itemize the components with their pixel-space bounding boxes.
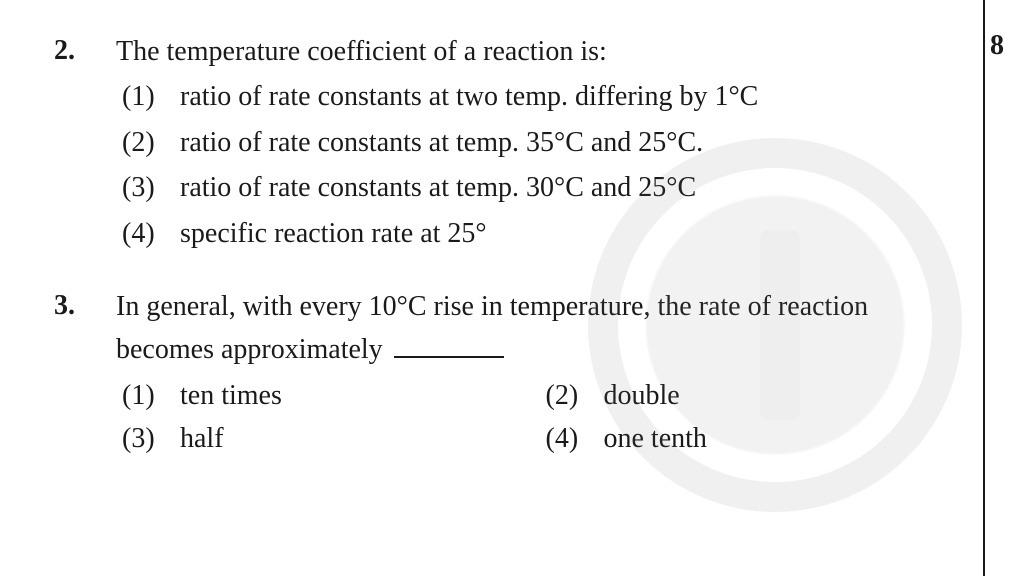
option-row: (2) double — [540, 374, 964, 417]
option-number: (1) — [116, 75, 180, 118]
question-number: 3. — [54, 285, 116, 327]
option-text: ratio of rate constants at temp. 30°C an… — [180, 166, 963, 209]
option-number: (4) — [540, 417, 604, 460]
option-number: (2) — [116, 121, 180, 164]
question-block: 2. The temperature coefficient of a reac… — [54, 30, 963, 255]
document-page: 2. The temperature coefficient of a reac… — [0, 0, 985, 576]
margin-number: 8 — [990, 30, 1024, 62]
question-stem-text: In general, with every 10°C rise in temp… — [116, 291, 868, 365]
option-text: ten times — [180, 374, 540, 417]
option-text: half — [180, 417, 540, 460]
option-row: (4) one tenth — [540, 417, 964, 460]
option-row: (1) ten times — [116, 374, 540, 417]
options-list: (1) ten times (2) double (3) half (4) — [116, 374, 963, 461]
question-number: 2. — [54, 30, 116, 72]
option-number: (2) — [540, 374, 604, 417]
options-list: (1) ratio of rate constants at two temp.… — [116, 75, 963, 255]
options-row-pair: (1) ten times (2) double — [116, 374, 963, 417]
option-text: specific reaction rate at 25° — [180, 212, 963, 255]
option-row: (2) ratio of rate constants at temp. 35°… — [116, 121, 963, 164]
option-row: (3) half — [116, 417, 540, 460]
question-block: 3. In general, with every 10°C rise in t… — [54, 285, 963, 461]
fill-blank — [394, 356, 504, 358]
option-number: (1) — [116, 374, 180, 417]
question-stem: The temperature coefficient of a reactio… — [116, 30, 963, 73]
question-stem: In general, with every 10°C rise in temp… — [116, 285, 963, 372]
options-row-pair: (3) half (4) one tenth — [116, 417, 963, 460]
option-row: (3) ratio of rate constants at temp. 30°… — [116, 166, 963, 209]
question-body: The temperature coefficient of a reactio… — [116, 30, 963, 255]
option-text: ratio of rate constants at two temp. dif… — [180, 75, 963, 118]
option-row: (4) specific reaction rate at 25° — [116, 212, 963, 255]
option-row: (1) ratio of rate constants at two temp.… — [116, 75, 963, 118]
question-body: In general, with every 10°C rise in temp… — [116, 285, 963, 461]
option-text: ratio of rate constants at temp. 35°C an… — [180, 121, 963, 164]
option-text: one tenth — [604, 417, 964, 460]
option-number: (3) — [116, 417, 180, 460]
option-number: (4) — [116, 212, 180, 255]
option-text: double — [604, 374, 964, 417]
option-number: (3) — [116, 166, 180, 209]
